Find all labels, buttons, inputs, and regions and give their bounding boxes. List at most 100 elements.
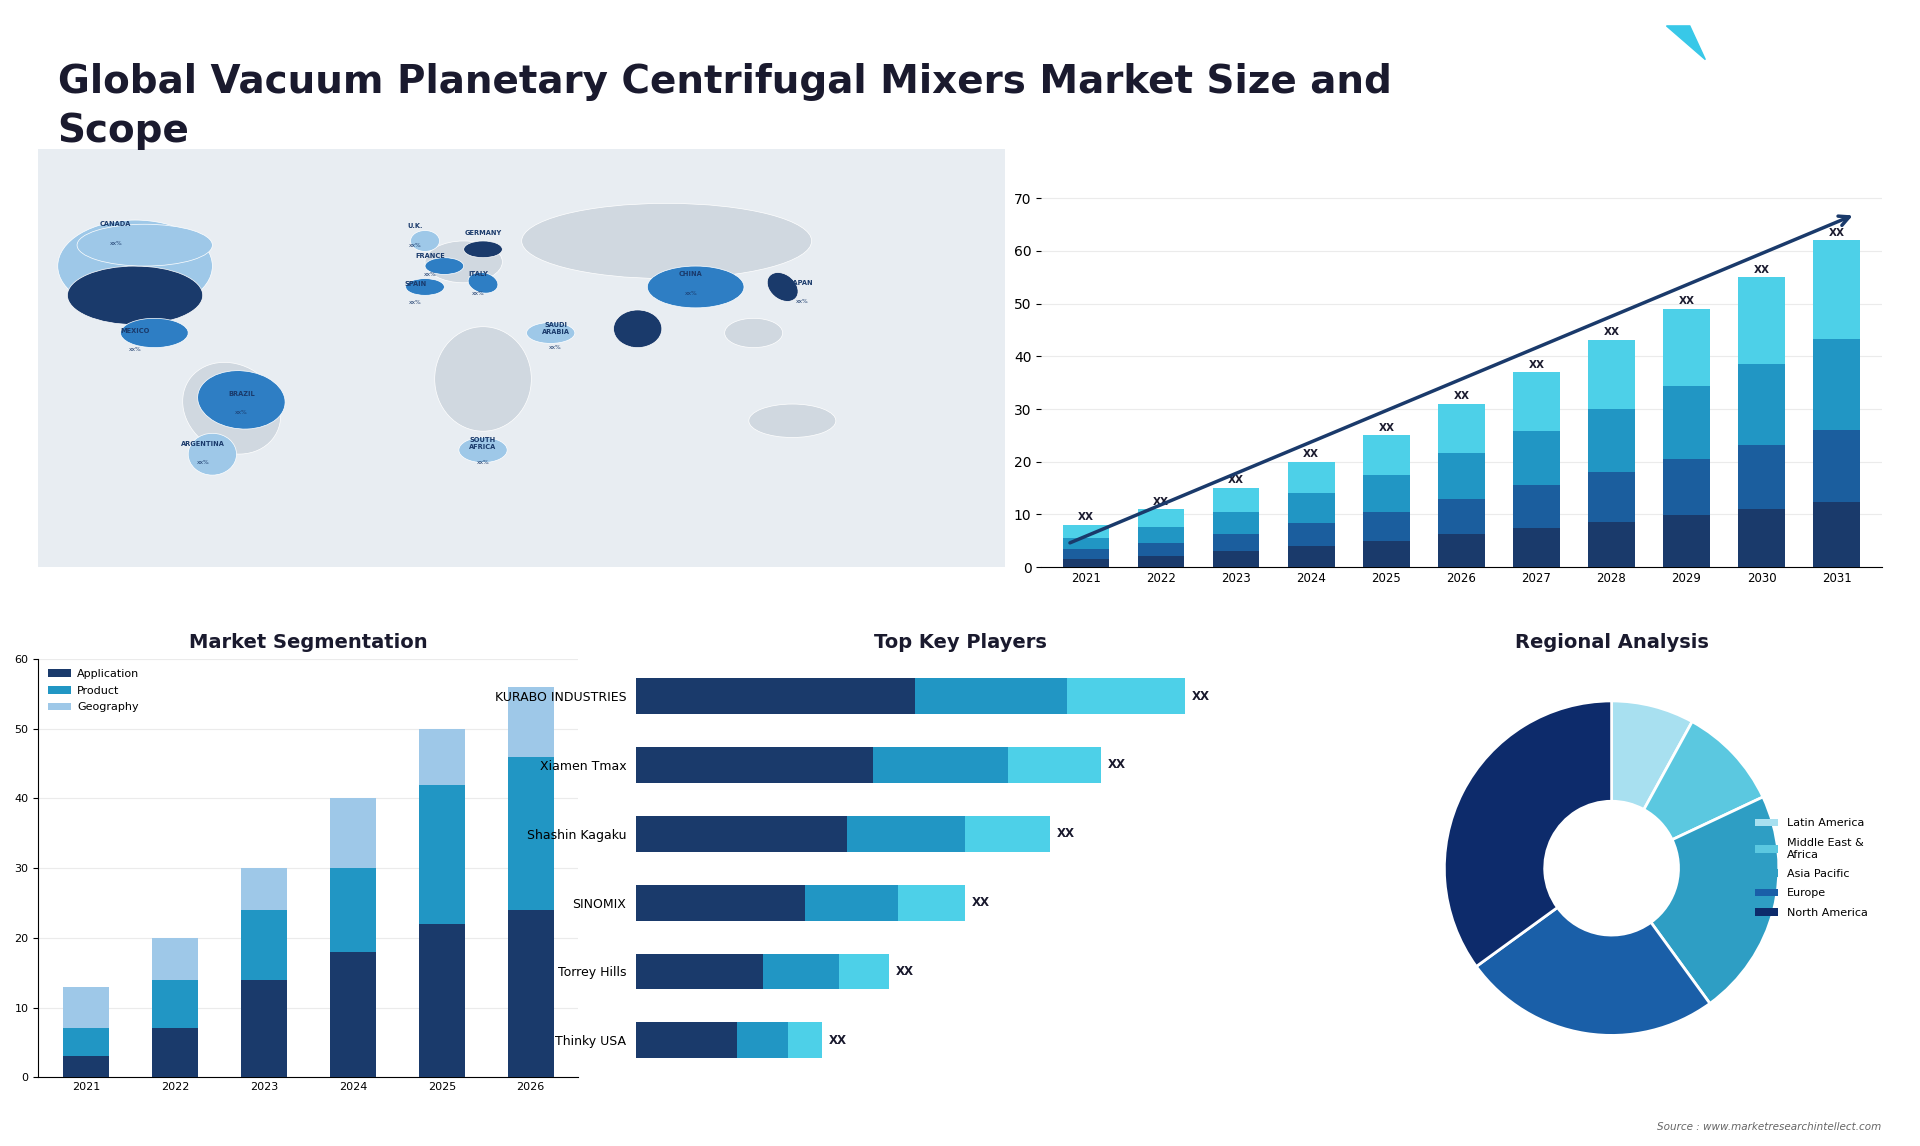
Text: XX: XX bbox=[1229, 476, 1244, 486]
Text: XX: XX bbox=[1379, 423, 1394, 433]
Text: XX: XX bbox=[1603, 328, 1619, 337]
Bar bbox=[419, 924, 465, 1077]
Bar bbox=[63, 987, 109, 1028]
Text: XX: XX bbox=[1678, 297, 1695, 306]
Ellipse shape bbox=[424, 241, 503, 283]
Bar bbox=[1288, 545, 1334, 567]
Text: xx%: xx% bbox=[409, 243, 422, 248]
Text: SAUDI
ARABIA: SAUDI ARABIA bbox=[541, 322, 570, 336]
Bar bbox=[872, 747, 1008, 783]
Text: ARGENTINA: ARGENTINA bbox=[180, 441, 225, 447]
Bar bbox=[63, 1057, 109, 1077]
Polygon shape bbox=[1638, 26, 1695, 57]
Bar bbox=[152, 980, 198, 1028]
Bar bbox=[636, 678, 914, 714]
Bar bbox=[1288, 462, 1334, 493]
Bar bbox=[1738, 509, 1786, 567]
Bar bbox=[1513, 528, 1559, 567]
Bar bbox=[1663, 309, 1709, 386]
Ellipse shape bbox=[67, 266, 204, 324]
Bar bbox=[1812, 339, 1860, 430]
Bar bbox=[1064, 549, 1110, 559]
Bar bbox=[1213, 488, 1260, 512]
Text: XX: XX bbox=[1056, 827, 1075, 840]
Text: SOUTH
AFRICA: SOUTH AFRICA bbox=[468, 438, 497, 450]
Bar bbox=[1288, 493, 1334, 523]
Text: MEXICO: MEXICO bbox=[121, 328, 150, 333]
Ellipse shape bbox=[121, 319, 188, 347]
Text: XX: XX bbox=[1828, 228, 1845, 238]
Bar bbox=[839, 953, 889, 989]
Bar bbox=[804, 885, 899, 920]
Bar bbox=[636, 747, 872, 783]
Bar bbox=[1139, 556, 1185, 567]
Text: XX: XX bbox=[1753, 265, 1770, 275]
Polygon shape bbox=[1667, 26, 1705, 60]
Text: xx%: xx% bbox=[196, 460, 209, 465]
Bar bbox=[330, 869, 376, 952]
Bar bbox=[1363, 435, 1409, 474]
Text: XX: XX bbox=[1192, 690, 1210, 702]
Text: xx%: xx% bbox=[409, 300, 422, 305]
Title: Top Key Players: Top Key Players bbox=[874, 633, 1046, 652]
Bar bbox=[1139, 527, 1185, 543]
Bar bbox=[1438, 403, 1484, 454]
Bar bbox=[419, 785, 465, 924]
Bar bbox=[507, 686, 553, 756]
Bar bbox=[1139, 509, 1185, 527]
Bar bbox=[1139, 543, 1185, 556]
Text: XX: XX bbox=[1079, 512, 1094, 523]
Bar bbox=[636, 953, 762, 989]
Bar bbox=[914, 678, 1068, 714]
Text: XX: XX bbox=[1528, 360, 1544, 369]
Text: xx%: xx% bbox=[472, 291, 484, 296]
Bar bbox=[1812, 241, 1860, 339]
Text: JAPAN: JAPAN bbox=[791, 280, 814, 285]
Bar bbox=[1438, 534, 1484, 567]
Ellipse shape bbox=[465, 241, 503, 258]
Bar bbox=[330, 952, 376, 1077]
Bar bbox=[1812, 430, 1860, 502]
Bar bbox=[1588, 408, 1634, 472]
Wedge shape bbox=[1651, 796, 1778, 1004]
Text: GERMANY: GERMANY bbox=[465, 229, 501, 236]
Text: xx%: xx% bbox=[90, 299, 104, 304]
Bar bbox=[1738, 277, 1786, 364]
Text: SPAIN: SPAIN bbox=[405, 281, 426, 286]
Text: xx%: xx% bbox=[549, 345, 563, 350]
Bar bbox=[1064, 559, 1110, 567]
Wedge shape bbox=[1476, 908, 1711, 1036]
Text: XX: XX bbox=[972, 896, 991, 909]
Text: U.S.: U.S. bbox=[88, 280, 104, 285]
Text: U.K.: U.K. bbox=[407, 223, 422, 229]
Text: XX: XX bbox=[1453, 391, 1469, 401]
Bar bbox=[966, 816, 1050, 851]
Wedge shape bbox=[1644, 722, 1763, 840]
Bar bbox=[419, 729, 465, 785]
Bar bbox=[1663, 458, 1709, 516]
Bar bbox=[240, 980, 288, 1077]
Ellipse shape bbox=[77, 225, 213, 266]
Bar bbox=[1068, 678, 1185, 714]
Title: Market Segmentation: Market Segmentation bbox=[188, 633, 428, 652]
Ellipse shape bbox=[724, 319, 783, 347]
Bar bbox=[847, 816, 966, 851]
Ellipse shape bbox=[424, 258, 465, 274]
Ellipse shape bbox=[468, 273, 497, 293]
Bar bbox=[63, 1028, 109, 1057]
Bar bbox=[507, 910, 553, 1077]
Ellipse shape bbox=[434, 327, 532, 431]
Text: XX: XX bbox=[897, 965, 914, 978]
Bar bbox=[1438, 454, 1484, 499]
Bar bbox=[636, 816, 847, 851]
Text: MARKET
RESEARCH
INTELLECT: MARKET RESEARCH INTELLECT bbox=[1720, 28, 1774, 61]
Bar bbox=[1008, 747, 1100, 783]
Bar bbox=[1513, 372, 1559, 431]
Text: Global Vacuum Planetary Centrifugal Mixers Market Size and
Scope: Global Vacuum Planetary Centrifugal Mixe… bbox=[58, 63, 1392, 149]
Bar bbox=[1064, 537, 1110, 549]
Bar bbox=[787, 1022, 822, 1058]
Text: xx%: xx% bbox=[684, 291, 697, 296]
FancyBboxPatch shape bbox=[38, 149, 1004, 567]
Legend: Application, Product, Geography: Application, Product, Geography bbox=[44, 665, 144, 717]
Bar bbox=[1588, 472, 1634, 521]
